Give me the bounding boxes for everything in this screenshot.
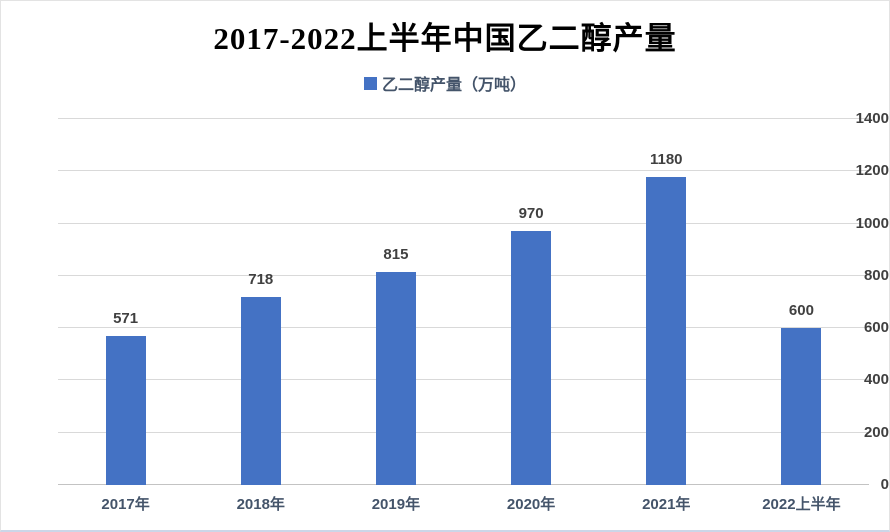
legend-swatch-icon xyxy=(363,76,377,90)
gridline xyxy=(58,274,869,276)
gridline xyxy=(58,170,869,172)
y-axis-tick-label: 200 xyxy=(863,423,889,441)
chart-title: 2017-2022上半年中国乙二醇产量 xyxy=(213,21,677,56)
bar-column: 718 xyxy=(206,271,316,485)
bar-column: 571 xyxy=(71,310,181,485)
x-axis-tick-label: 2021年 xyxy=(642,496,691,513)
y-axis-tick-label: 1000 xyxy=(855,214,889,232)
gridline xyxy=(58,222,869,224)
x-axis-tick-label: 2018年 xyxy=(236,496,285,513)
bar[interactable] xyxy=(781,328,822,485)
gridline xyxy=(58,118,869,119)
y-axis-tick-label: 1200 xyxy=(855,162,889,180)
legend: 乙二醇产量（万吨） xyxy=(1,71,889,95)
bar-column: 600 xyxy=(746,302,856,485)
gridline xyxy=(58,379,869,381)
bar[interactable] xyxy=(105,335,146,485)
bar-column: 815 xyxy=(341,246,451,485)
bar-value-label: 815 xyxy=(383,245,409,263)
x-axis-line xyxy=(58,484,869,485)
plot-area: 571 2017年 718 2018年 815 2019年 970 2020年 1180 2021… xyxy=(58,118,869,513)
gridline xyxy=(58,431,869,433)
bar[interactable] xyxy=(511,231,552,485)
bar[interactable] xyxy=(646,176,687,485)
x-axis-tick-label: 2022上半年 xyxy=(762,496,841,513)
bar-value-label: 970 xyxy=(518,205,544,223)
y-axis-tick-label: 1400 xyxy=(855,110,889,127)
bar-value-label: 600 xyxy=(788,302,814,320)
bar[interactable] xyxy=(375,271,416,485)
x-axis-tick-label: 2020年 xyxy=(506,496,556,513)
bar[interactable] xyxy=(240,297,281,485)
x-axis-tick-label: 2019年 xyxy=(371,496,421,513)
gridline xyxy=(58,327,869,329)
bar-value-label: 571 xyxy=(113,309,139,327)
y-axis-tick-label: 0 xyxy=(880,476,889,493)
y-axis-tick-label: 600 xyxy=(863,319,889,337)
bar-column: 970 xyxy=(476,205,586,485)
bar-column: 1180 xyxy=(611,151,721,485)
bar-value-label: 1180 xyxy=(649,150,683,168)
bar-value-label: 718 xyxy=(248,271,274,289)
x-axis-tick-label: 2017年 xyxy=(101,496,150,513)
y-axis-tick-label: 800 xyxy=(863,266,889,284)
legend-label: 乙二醇产量（万吨） xyxy=(381,77,526,94)
y-axis-tick-label: 400 xyxy=(863,371,889,389)
